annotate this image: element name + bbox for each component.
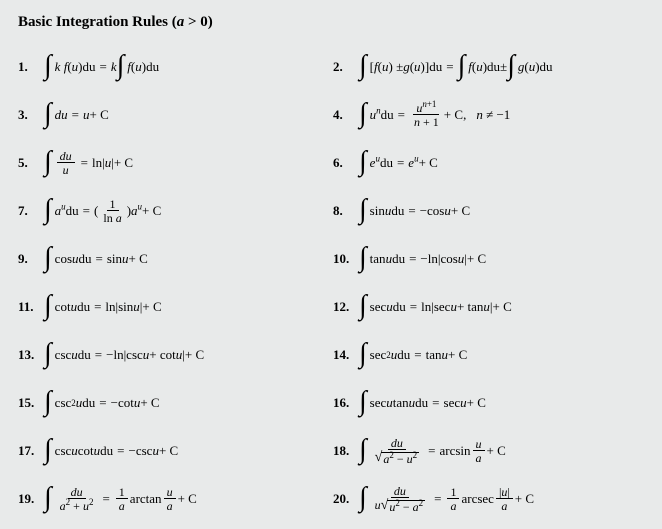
page-title: Basic Integration Rules (a > 0) bbox=[18, 14, 644, 31]
rule-9: ∫cos u du = sin u + C bbox=[18, 239, 329, 279]
rule-2: ∫[f(u) ± g(u)] du = ∫f(u) du ± ∫g(u) du bbox=[333, 47, 644, 87]
rule-19: ∫dua2 + u2 = 1a arctan ua + C bbox=[18, 479, 329, 519]
rule-1: ∫k f(u) du = k ∫f(u) du bbox=[18, 47, 329, 87]
rule-20: ∫duuu2 − a2 = 1a arcsec |u|a + C bbox=[333, 479, 644, 519]
rule-14: ∫sec2 u du = tan u + C bbox=[333, 335, 644, 375]
rule-8: ∫sin u du = −cos u + C bbox=[333, 191, 644, 231]
rule-10: ∫tan u du = −ln|cos u| + C bbox=[333, 239, 644, 279]
rule-3: ∫du = u + C bbox=[18, 95, 329, 135]
rule-17: ∫csc u cot u du = −csc u + C bbox=[18, 431, 329, 471]
rule-11: ∫cot u du = ln|sin u| + C bbox=[18, 287, 329, 327]
rule-5: ∫duu = ln|u| + C bbox=[18, 143, 329, 183]
page: Basic Integration Rules (a > 0) ∫k f(u) … bbox=[0, 0, 662, 529]
rule-16: ∫sec u tan u du = sec u + C bbox=[333, 383, 644, 423]
rule-15: ∫csc2 u du = −cot u + C bbox=[18, 383, 329, 423]
title-text: Basic Integration Rules bbox=[18, 14, 168, 30]
rule-6: ∫eu du = eu + C bbox=[333, 143, 644, 183]
rule-4: ∫un du = un+1n + 1 + C,n ≠ −1 bbox=[333, 95, 644, 135]
rules-list: ∫k f(u) du = k ∫f(u) du ∫[f(u) ± g(u)] d… bbox=[18, 47, 644, 519]
rule-7: ∫au du = (1ln a)au + C bbox=[18, 191, 329, 231]
rule-12: ∫sec u du = ln|sec u + tan u| + C bbox=[333, 287, 644, 327]
rule-18: ∫dua2 − u2 = arcsin ua + C bbox=[333, 431, 644, 471]
rule-13: ∫csc u du = −ln|csc u + cot u| + C bbox=[18, 335, 329, 375]
title-condition: (a > 0) bbox=[172, 14, 213, 30]
